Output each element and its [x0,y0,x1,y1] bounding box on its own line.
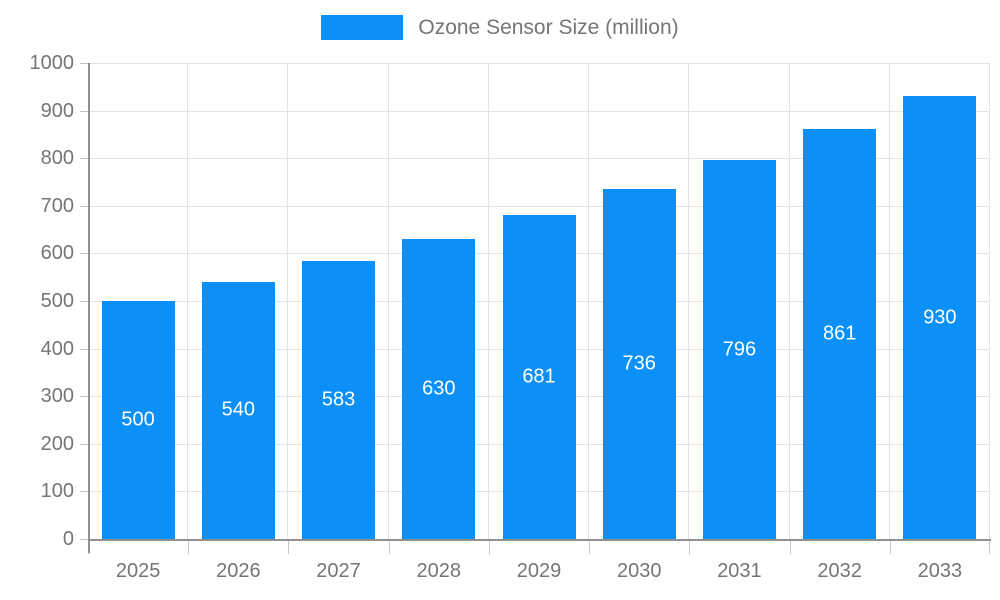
bar-value-label: 796 [722,338,757,361]
legend[interactable]: Ozone Sensor Size (million) [0,15,1000,40]
bar-value-label: 681 [522,365,556,388]
gridline-vertical [487,63,489,539]
y-axis-tick [80,301,88,302]
x-axis-tick [789,539,791,554]
x-axis-tick [589,539,591,554]
bar-value-label: 736 [622,352,656,375]
x-axis-tick [889,539,891,554]
y-axis-label: 500 [40,290,74,312]
gridline-vertical [989,63,990,539]
gridline-horizontal [88,63,990,64]
y-axis-tick [80,491,88,493]
y-axis-label: 1000 [29,52,75,74]
x-axis-label: 2033 [917,560,963,582]
y-axis-tick [80,253,88,255]
y-axis-label: 700 [40,194,74,217]
bar-2028 [402,239,476,539]
bar-2026 [201,281,275,539]
gridline-vertical [387,63,389,539]
x-axis-label: 2027 [316,560,361,582]
plot-area: 0 100 200 300 400 500 600 700 800 900 1000 500 2025 5… [30,52,991,582]
bar-2033 [903,96,977,539]
y-axis-label: 400 [40,337,74,360]
x-axis-label: 2026 [216,560,261,582]
y-axis-tick [80,396,88,398]
x-axis-label: 2030 [616,560,662,582]
legend-swatch[interactable] [321,15,404,40]
gridline-vertical [688,63,690,539]
bar-2029 [502,214,576,539]
bar-value-label: 583 [321,388,356,411]
y-axis-label: 200 [40,432,74,455]
x-axis-label: 2029 [516,560,562,582]
bar-value-label: 540 [221,398,256,421]
gridline-horizontal [88,205,990,207]
gridline-vertical [588,63,590,539]
bar-value-label: 500 [121,408,155,431]
x-axis-tick [989,539,990,554]
gridline-vertical [287,63,289,539]
y-axis-tick [80,205,88,207]
x-axis-label: 2025 [115,560,161,582]
bar-2025 [101,301,175,539]
gridline-vertical [788,63,790,539]
x-axis-label: 2031 [717,560,762,582]
x-axis-tick [689,539,691,554]
legend-label: Ozone Sensor Size (million) [418,15,679,39]
y-axis-tick [80,443,88,445]
y-axis-line [88,63,90,553]
gridline-vertical [187,63,189,539]
bar-2030 [602,188,676,539]
y-axis-tick [80,348,88,350]
y-axis-label: 0 [62,528,74,550]
y-axis-tick [80,539,88,540]
x-axis-tick [488,539,490,554]
y-axis-label: 100 [40,480,74,503]
bar-value-label: 630 [422,377,456,400]
bar-value-label: 930 [923,306,957,329]
x-axis-line [88,539,991,541]
y-axis-tick [80,110,88,112]
bar-2027 [302,261,376,539]
bar-value-label: 861 [822,322,857,345]
gridline-vertical [888,63,890,539]
bar-2032 [803,129,877,539]
y-axis-label: 800 [40,147,74,170]
gridline-horizontal [88,110,990,112]
x-axis-label: 2032 [817,560,862,582]
x-axis-tick [188,539,190,554]
y-axis-label: 900 [40,99,74,122]
gridline-horizontal [88,158,990,160]
y-axis-label: 600 [40,242,74,265]
x-axis-tick [388,539,390,554]
bar-2031 [702,160,776,539]
y-axis-tick [80,63,88,64]
x-axis-tick [288,539,290,554]
x-axis-label: 2028 [416,560,462,582]
y-axis-label: 300 [40,385,74,408]
y-axis-tick [80,158,88,160]
